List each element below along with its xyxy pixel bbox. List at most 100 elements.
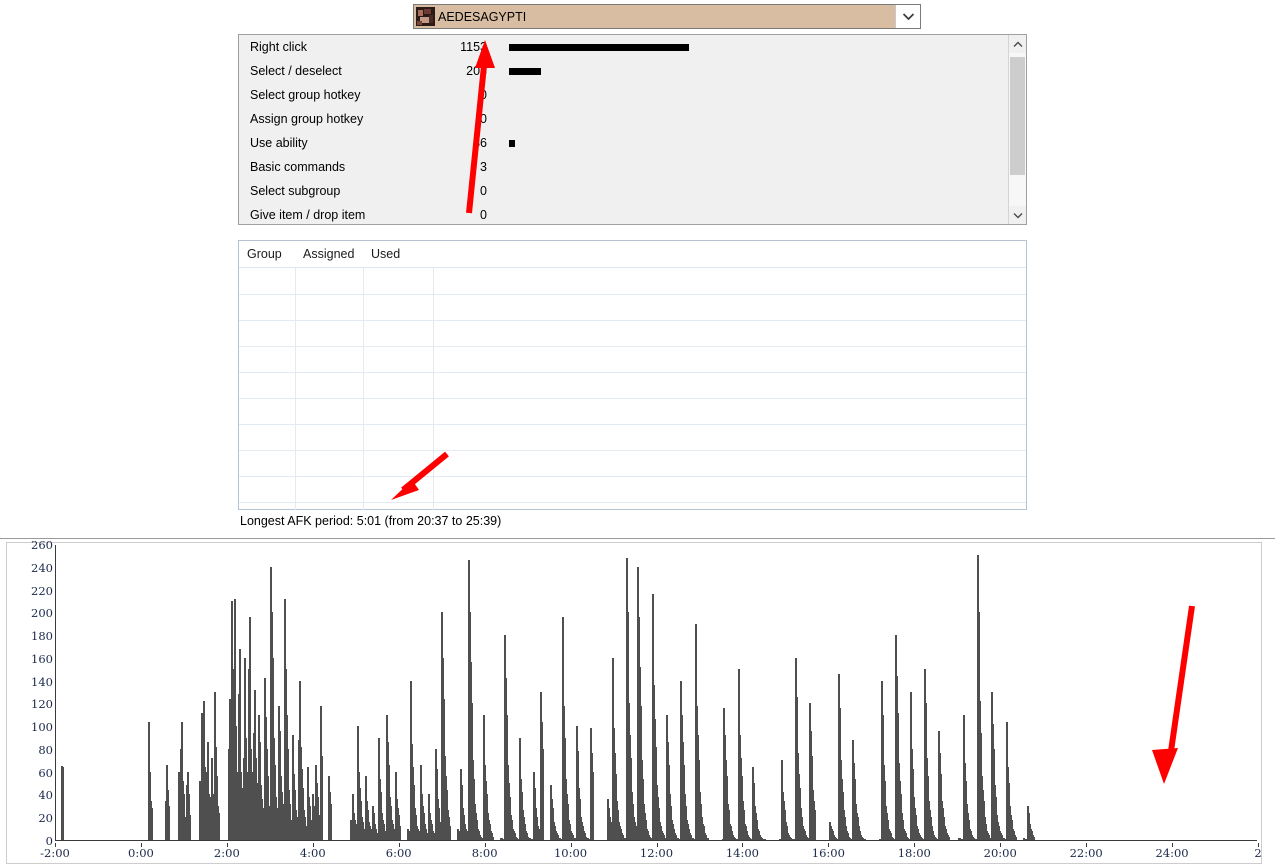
- action-stat-row[interactable]: Select subgroup 0: [239, 179, 1008, 203]
- chart-bar: [807, 837, 810, 840]
- table-row-divider: [239, 372, 1026, 373]
- chart-bar: [330, 812, 333, 840]
- x-axis-tick-label: 12:00: [639, 846, 674, 860]
- chart-bar: [734, 837, 737, 840]
- x-axis-tick-mark: [742, 843, 744, 847]
- scrollbar-thumb[interactable]: [1010, 57, 1025, 175]
- action-stat-bar-wrap: [487, 43, 1008, 51]
- chart-bar: [835, 837, 838, 840]
- action-stat-bar-wrap: [487, 67, 1008, 75]
- chart-bar: [528, 837, 531, 840]
- chart-bar: [921, 837, 923, 840]
- action-stat-row[interactable]: Select / deselect 203: [239, 59, 1008, 83]
- action-stat-label: Right click: [250, 40, 307, 54]
- y-axis-tick-label: 200: [31, 606, 53, 621]
- chart-bar: [849, 837, 852, 840]
- x-axis-tick-mark: [570, 843, 572, 847]
- scrollbar-track[interactable]: [1009, 53, 1026, 206]
- x-axis-tick-label: 10:00: [553, 846, 588, 860]
- action-stat-value: 203: [466, 64, 487, 78]
- action-stat-value: 1153: [460, 40, 487, 54]
- longest-afk-label: Longest AFK period: 5:01 (from 20:37 to …: [240, 514, 502, 528]
- action-stat-row[interactable]: Use ability 36: [239, 131, 1008, 155]
- x-axis-tick-label: 22:00: [1069, 846, 1103, 860]
- x-axis-tick-label: -2:00: [40, 846, 70, 860]
- y-axis-tick-label: 240: [31, 560, 53, 575]
- action-stat-row[interactable]: Select group hotkey 0: [239, 83, 1008, 107]
- x-axis-tick-label: 16:00: [811, 846, 845, 860]
- table-row-divider: [239, 346, 1026, 347]
- chart-bar: [1033, 837, 1036, 840]
- action-stat-value: 0: [480, 112, 487, 126]
- table-column-divider: [433, 268, 434, 510]
- action-stat-row[interactable]: Right click 1153: [239, 35, 1008, 59]
- table-column-header[interactable]: Group: [247, 247, 282, 261]
- action-stat-value: 0: [480, 88, 487, 102]
- apm-chart[interactable]: 0 20 40 60 80 100 120 140 160 180 200 220 240 260 -2:…: [6, 538, 1262, 864]
- group-hotkey-table[interactable]: Group Assigned Used: [238, 240, 1027, 510]
- apm-chart-panel: 0 20 40 60 80 100 120 140 160 180 200 220 240 260 -2:…: [0, 538, 1275, 866]
- chevron-down-icon[interactable]: [1009, 206, 1026, 224]
- chevron-up-icon[interactable]: [1009, 35, 1026, 53]
- x-axis-tick-mark: [1172, 843, 1174, 847]
- player-select-combobox[interactable]: AEDESAGYPTI: [413, 4, 921, 29]
- x-axis-tick-mark: [656, 843, 658, 847]
- chart-bar: [935, 837, 938, 840]
- action-stat-label: Select / deselect: [250, 64, 342, 78]
- action-stat-row[interactable]: Assign group hotkey 0: [239, 107, 1008, 131]
- action-stat-row[interactable]: Basic commands 3: [239, 155, 1008, 179]
- table-column-header[interactable]: Used: [371, 247, 401, 261]
- chart-bar: [62, 767, 65, 840]
- chart-bar: [907, 837, 910, 840]
- chart-bar: [320, 755, 323, 840]
- y-axis-tick-label: 0: [45, 834, 53, 848]
- action-stat-label: Give item / drop item: [250, 208, 366, 222]
- chart-bar: [764, 838, 767, 840]
- action-stat-bar: [509, 139, 515, 147]
- action-stat-value: 0: [480, 184, 487, 198]
- table-header-row: Group Assigned Used: [239, 241, 1026, 268]
- chart-bar: [650, 837, 653, 840]
- chart-bar: [558, 837, 561, 840]
- x-axis-tick-label: 8:00: [471, 846, 498, 860]
- table-body-grid[interactable]: [239, 268, 1026, 510]
- chart-bar: [168, 814, 171, 840]
- chart-bar: [862, 837, 865, 840]
- player-select-value: AEDESAGYPTI: [438, 9, 527, 24]
- y-axis-tick-label: 60: [38, 765, 53, 780]
- chart-bar: [623, 837, 626, 840]
- y-axis-tick-label: 220: [31, 583, 53, 598]
- action-stats-panel: Right click 1153 Select / deselect 203 Selec…: [238, 34, 1027, 225]
- y-axis-tick-label: 260: [31, 538, 53, 552]
- x-axis-tick-mark: [484, 843, 486, 847]
- chart-bar: [749, 837, 752, 840]
- x-axis-tick-mark: [914, 843, 916, 847]
- chart-bar: [947, 836, 950, 840]
- action-stats-list[interactable]: Right click 1153 Select / deselect 203 Selec…: [239, 35, 1008, 224]
- y-axis-tick-label: 160: [31, 651, 53, 666]
- x-axis-tick-label: 4:00: [299, 846, 326, 860]
- action-stats-scrollbar[interactable]: [1008, 35, 1026, 224]
- chart-bar: [586, 837, 589, 840]
- chart-bar: [573, 837, 576, 840]
- chart-bar: [989, 837, 992, 840]
- table-row-divider: [239, 450, 1026, 451]
- action-stat-value: 3: [480, 160, 487, 174]
- chart-bar: [892, 837, 895, 840]
- x-axis-tick-label: 14:00: [725, 846, 759, 860]
- chart-bar: [1002, 837, 1005, 840]
- chart-bar: [592, 787, 595, 840]
- y-axis-tick-label: 40: [38, 788, 53, 803]
- chevron-down-icon[interactable]: [895, 5, 920, 28]
- chart-bar: [481, 837, 484, 840]
- chart-bar: [492, 836, 495, 840]
- chart-bar: [958, 837, 961, 840]
- table-row-divider: [239, 320, 1026, 321]
- x-axis-tick-mark: [1000, 843, 1002, 847]
- x-axis-tick-mark: [1086, 843, 1088, 847]
- y-axis-tick-label: 180: [31, 629, 53, 644]
- table-column-header[interactable]: Assigned: [303, 247, 355, 261]
- x-axis-tick-mark: [226, 843, 228, 847]
- action-stat-row[interactable]: Give item / drop item 0: [239, 203, 1008, 224]
- table-row-divider: [239, 424, 1026, 425]
